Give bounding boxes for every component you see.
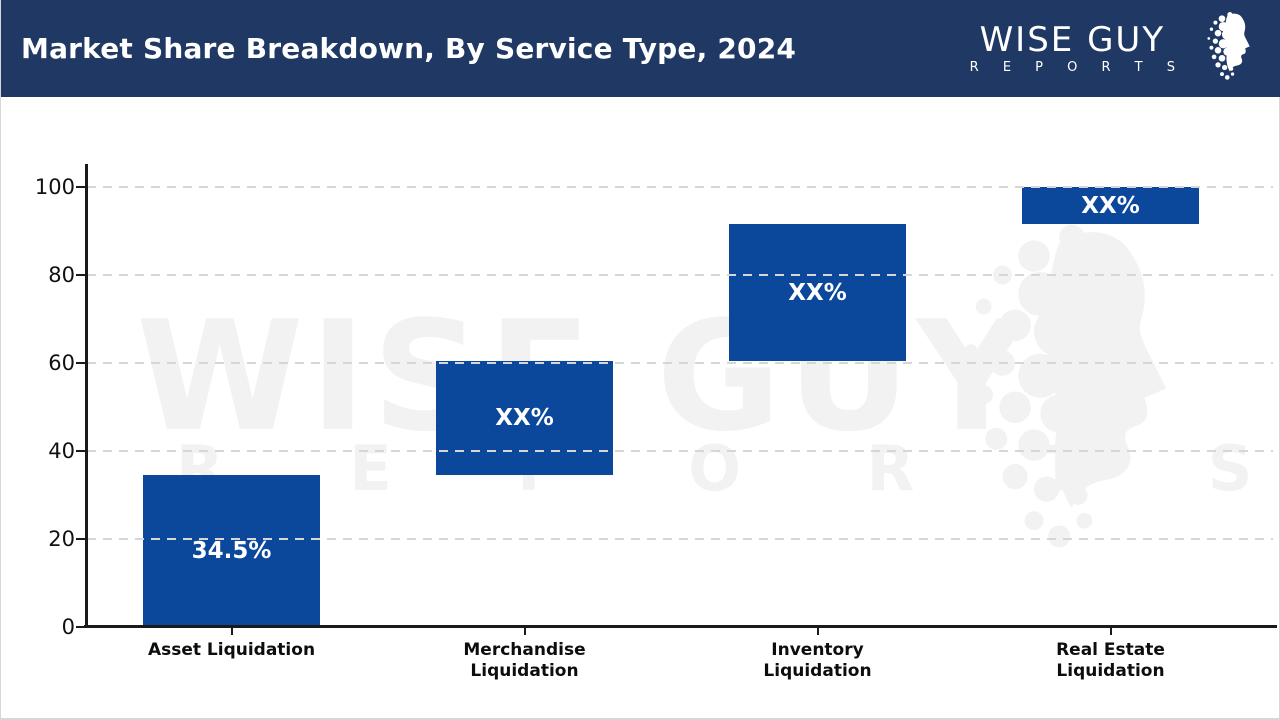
y-tick-mark: [76, 362, 85, 364]
y-axis-line: [85, 164, 88, 628]
x-category-label: Asset Liquidation: [147, 640, 316, 660]
y-tick-label: 0: [61, 615, 75, 639]
x-axis-line: [84, 625, 1277, 628]
bar-segment: [436, 360, 613, 476]
gridline: [87, 450, 1273, 452]
x-category-label: Real Estate Liquidation: [1056, 640, 1165, 681]
brand-logo-text: WISE GUY R E P O R T S: [960, 22, 1185, 75]
y-tick-label: 100: [34, 175, 75, 199]
bar-value-label: 34.5%: [191, 538, 272, 565]
y-tick-mark: [76, 626, 85, 628]
header-bar: Market Share Breakdown, By Service Type,…: [1, 0, 1280, 97]
x-category-label: Inventory Liquidation: [763, 640, 872, 681]
bar-segment: [143, 475, 320, 627]
y-tick-label: 80: [48, 263, 75, 287]
gridline: [87, 274, 1273, 276]
x-tick-mark: [816, 628, 819, 635]
bar-value-label: XX%: [1081, 192, 1140, 219]
dotted-face-icon: [1189, 7, 1255, 91]
x-tick-mark: [1109, 628, 1112, 635]
y-tick-label: 40: [48, 439, 75, 463]
y-tick-label: 60: [48, 351, 75, 375]
x-tick-mark: [230, 628, 233, 635]
gridline: [87, 362, 1273, 364]
bar-value-label: XX%: [788, 279, 847, 306]
brand-name: WISE GUY: [979, 20, 1166, 60]
x-category-label: Merchandise Liquidation: [463, 640, 586, 681]
watermark-dotted-face-icon: [869, 212, 1199, 590]
y-tick-label: 20: [48, 527, 75, 551]
brand-subname: R E P O R T S: [969, 60, 1185, 75]
bar-segment: [1022, 187, 1199, 225]
page-title: Market Share Breakdown, By Service Type,…: [21, 32, 797, 65]
y-tick-mark: [76, 538, 85, 540]
brand-logo: WISE GUY R E P O R T S: [960, 0, 1255, 97]
bar-segment: [729, 224, 906, 361]
y-tick-mark: [76, 450, 85, 452]
y-tick-mark: [76, 186, 85, 188]
gridline: [87, 186, 1273, 188]
x-tick-mark: [523, 628, 526, 635]
gridline: [87, 538, 1273, 540]
bar-value-label: XX%: [495, 405, 554, 431]
y-tick-mark: [76, 274, 85, 276]
